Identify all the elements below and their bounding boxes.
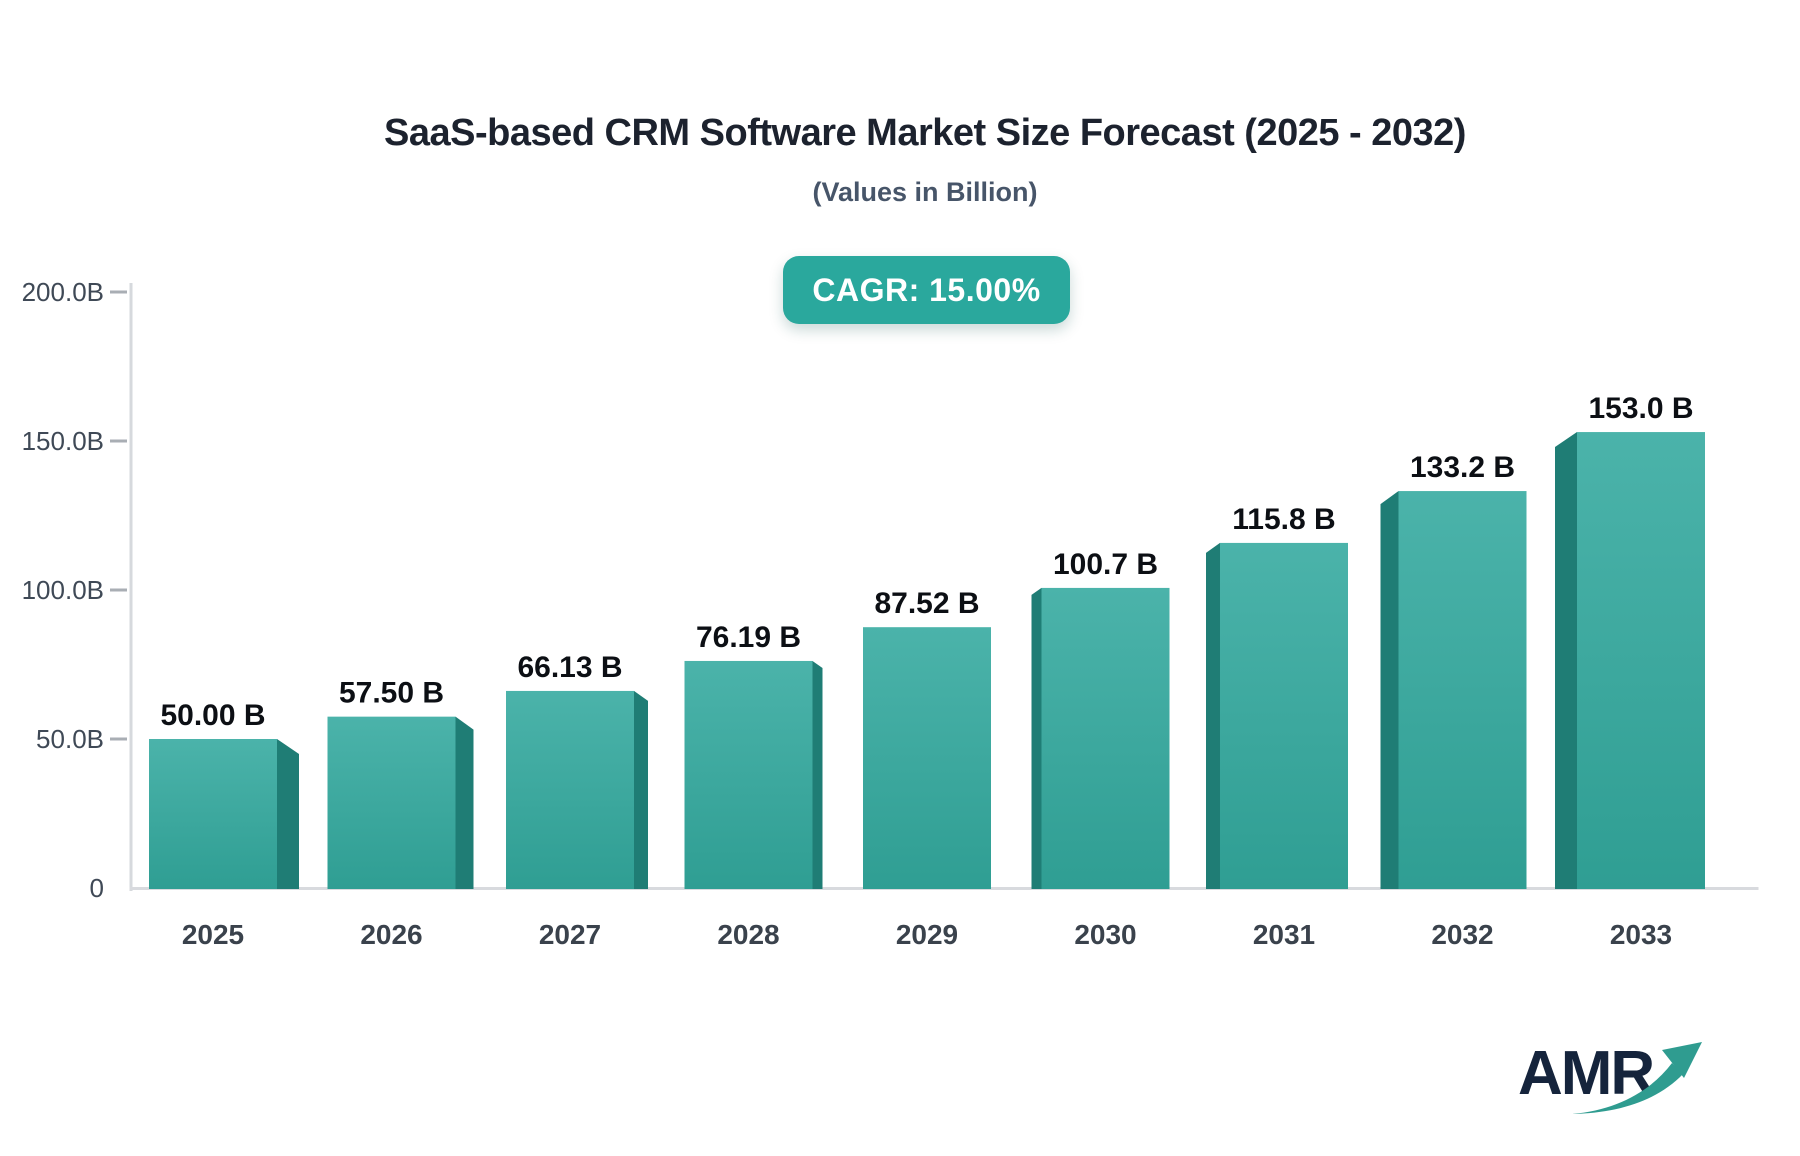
- y-axis-tick: [110, 588, 127, 592]
- amr-logo-arrowhead-icon: [1662, 1042, 1702, 1078]
- x-axis-label: 2027: [539, 919, 601, 950]
- bar-value-label: 50.00 B: [160, 699, 265, 732]
- x-axis-label: 2032: [1431, 919, 1493, 950]
- bar-2031: 115.8 B 2031: [1206, 503, 1348, 950]
- bar-face: [149, 739, 277, 889]
- bar-side-3d: [277, 739, 299, 889]
- y-axis-tick-label: 100.0B: [22, 575, 104, 605]
- chart-header: SaaS-based CRM Software Market Size Fore…: [25, 0, 1800, 208]
- cagr-badge: CAGR: 15.00%: [783, 256, 1070, 324]
- bar-value-label: 115.8 B: [1232, 503, 1335, 536]
- bar-2026: 57.50 B 2026: [327, 677, 474, 950]
- y-axis-line: [129, 283, 133, 891]
- x-axis-label: 2033: [1610, 919, 1672, 950]
- cagr-badge-label: CAGR: 15.00%: [812, 271, 1041, 308]
- bar-side-3d: [455, 716, 474, 889]
- bar-value-label: 87.52 B: [874, 587, 979, 620]
- bar-face: [1220, 542, 1348, 889]
- bar-side-3d: [1031, 587, 1042, 889]
- bar-2027: 66.13 B 2027: [506, 651, 648, 950]
- bar-face: [506, 690, 634, 889]
- y-axis-tick: [110, 439, 127, 443]
- chart-title: SaaS-based CRM Software Market Size Fore…: [384, 112, 1466, 154]
- bar-2033: 153.0 B 2033: [1555, 392, 1705, 950]
- y-axis-tick-label: 50.0B: [36, 724, 104, 754]
- bar-face: [1041, 587, 1170, 889]
- bar-value-label: 76.19 B: [696, 621, 801, 654]
- bar-face: [1577, 432, 1705, 889]
- bar-2030: 100.7 B 2030: [1031, 548, 1170, 950]
- bar-2028: 76.19 B 2028: [684, 621, 823, 950]
- amr-logo: AMR: [1518, 1039, 1702, 1114]
- bar-face: [684, 660, 813, 889]
- bar-face: [863, 627, 991, 889]
- x-axis-label: 2026: [360, 919, 422, 950]
- bar-value-label: 57.50 B: [339, 677, 444, 710]
- amr-logo-arrow-swoosh: [1572, 1063, 1683, 1114]
- bar-value-label: 66.13 B: [517, 651, 622, 684]
- bar-value-label: 133.2 B: [1410, 451, 1515, 484]
- y-axis-tick-label: 0: [90, 873, 104, 903]
- x-axis-label: 2029: [896, 919, 958, 950]
- bar-side-3d: [1555, 432, 1577, 889]
- bar-face: [1398, 491, 1527, 889]
- bar-value-label: 100.7 B: [1053, 548, 1158, 581]
- bar-2029: 87.52 B 2029: [863, 587, 991, 950]
- bar-face: [327, 716, 456, 889]
- y-axis-tick-label: 150.0B: [22, 426, 104, 456]
- x-axis-label: 2030: [1074, 919, 1136, 950]
- x-axis-label: 2031: [1253, 919, 1315, 950]
- bar-side-3d: [1380, 491, 1399, 889]
- bar-side-3d: [1206, 542, 1220, 889]
- chart-subtitle: (Values in Billion): [812, 177, 1038, 207]
- y-axis-tick: [110, 737, 127, 741]
- y-axis-tick-label: 200.0B: [22, 277, 104, 307]
- bar-side-3d: [634, 690, 648, 889]
- y-axis-tick: [110, 290, 127, 294]
- bar-2032: 133.2 B 2032: [1380, 451, 1527, 950]
- x-axis-label: 2025: [182, 919, 244, 950]
- bar-side-3d: [812, 660, 823, 889]
- bar-value-label: 153.0 B: [1588, 392, 1693, 425]
- x-axis-label: 2028: [717, 919, 779, 950]
- bar-2025: 50.00 B 2025: [149, 699, 299, 950]
